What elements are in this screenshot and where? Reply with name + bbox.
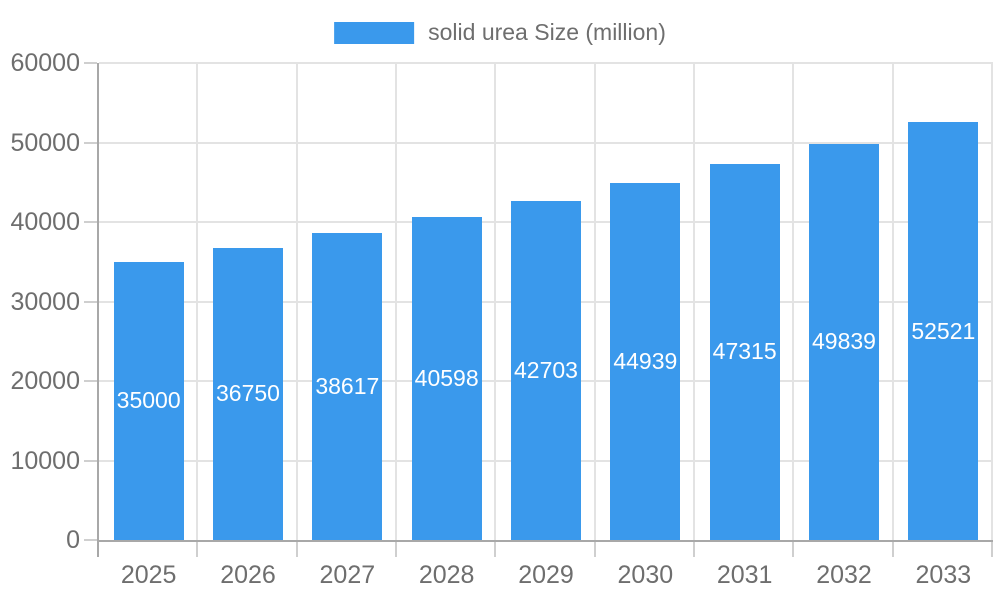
x-axis-tick-label: 2032 — [816, 561, 872, 589]
bar-value-label: 35000 — [116, 387, 181, 414]
y-tick — [84, 300, 97, 303]
y-tick — [84, 221, 97, 223]
x-tick — [395, 542, 397, 557]
y-tick — [84, 141, 97, 144]
x-tick — [792, 542, 795, 557]
legend-label: solid urea Size (million) — [428, 19, 666, 45]
x-axis-tick-label: 2025 — [120, 561, 177, 589]
x-tick — [593, 542, 596, 557]
bar[interactable]: 49839 — [809, 143, 879, 540]
bar[interactable]: 42703 — [511, 200, 581, 540]
bar[interactable]: 52521 — [908, 122, 979, 540]
bar-value-label: 40598 — [414, 365, 479, 392]
y-gridline — [99, 141, 993, 144]
y-tick — [84, 62, 97, 64]
bar-value-label: 42703 — [514, 356, 578, 383]
x-gridline — [196, 63, 199, 540]
x-tick — [991, 542, 993, 557]
bar[interactable]: 38617 — [312, 233, 383, 540]
y-tick — [84, 539, 97, 541]
y-axis-tick-label: 20000 — [10, 367, 80, 395]
x-gridline — [593, 63, 596, 540]
bar[interactable]: 44939 — [610, 182, 681, 540]
y-axis-tick-label: 10000 — [10, 446, 80, 475]
x-tick — [891, 542, 894, 557]
bar-value-label: 52521 — [911, 317, 976, 344]
bar-value-label: 36750 — [216, 380, 280, 407]
x-axis-tick-label: 2031 — [716, 561, 773, 589]
x-gridline — [395, 63, 397, 540]
bar-value-label: 49839 — [812, 328, 876, 355]
x-gridline — [494, 63, 497, 540]
x-axis-tick-label: 2026 — [220, 561, 276, 589]
x-axis-tick-label: 2033 — [915, 561, 972, 589]
y-axis-tick-label: 60000 — [10, 49, 80, 77]
x-gridline — [991, 63, 993, 540]
y-axis-tick-label: 0 — [66, 526, 80, 554]
y-axis-tick-label: 50000 — [10, 128, 80, 157]
legend-item[interactable]: solid urea Size (million) — [334, 19, 666, 46]
x-tick — [494, 542, 497, 557]
y-gridline — [99, 62, 993, 64]
x-tick — [196, 542, 199, 557]
y-axis-tick-label: 40000 — [10, 208, 80, 236]
x-axis-tick-label: 2027 — [319, 561, 376, 589]
x-gridline — [891, 63, 894, 540]
plot-area: 35000 36750 38617 40598 42703 44939 47315 49839… — [84, 62, 993, 557]
x-gridline — [295, 63, 298, 540]
x-axis-tick-label: 2030 — [617, 561, 674, 589]
y-axis-tick-label: 30000 — [10, 287, 80, 316]
bar-value-label: 38617 — [315, 373, 380, 399]
x-axis-tick-label: 2028 — [418, 561, 475, 589]
bar[interactable]: 36750 — [213, 247, 283, 540]
y-tick — [84, 380, 97, 382]
bar[interactable]: 47315 — [709, 163, 780, 540]
bar[interactable]: 35000 — [113, 261, 184, 540]
y-tick — [84, 459, 97, 462]
bar-value-label: 44939 — [613, 347, 678, 374]
x-tick — [693, 542, 695, 557]
y-axis-line-stub — [97, 540, 99, 557]
bar-value-label: 47315 — [712, 338, 777, 365]
x-gridline — [792, 63, 795, 540]
bar[interactable]: 40598 — [411, 217, 482, 540]
x-tick — [295, 542, 298, 557]
x-gridline — [693, 63, 695, 540]
legend-swatch-icon — [334, 21, 415, 44]
x-axis-tick-label: 2029 — [518, 561, 574, 589]
